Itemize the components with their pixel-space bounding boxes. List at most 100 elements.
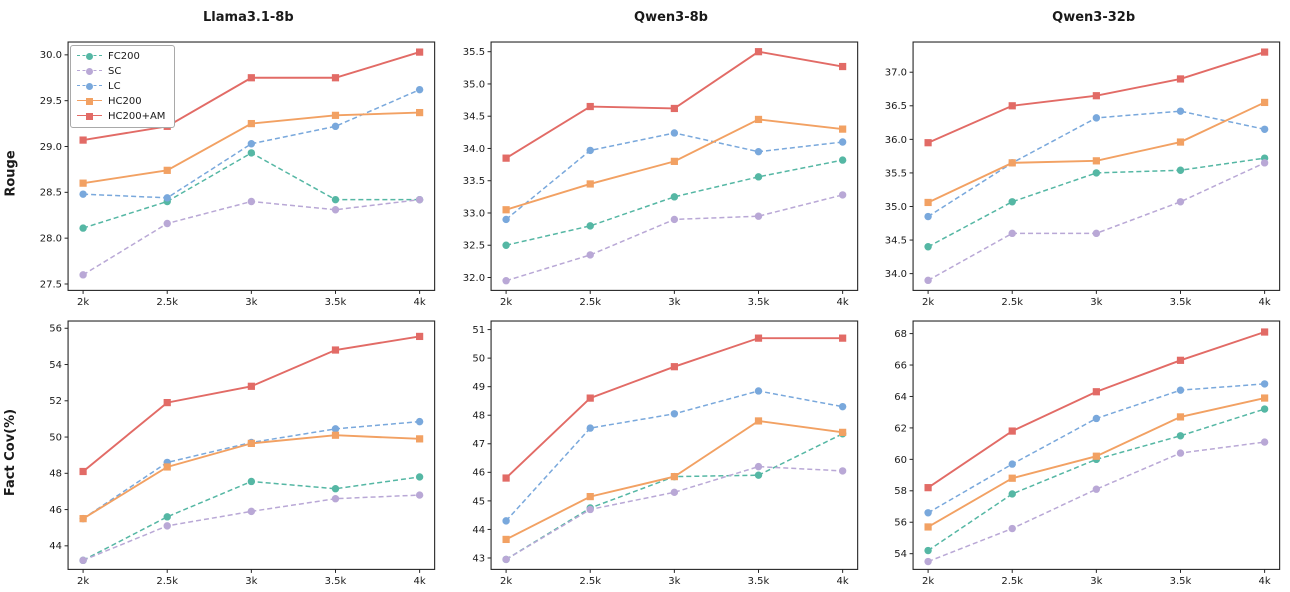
svg-text:64: 64 — [895, 392, 908, 403]
legend-item-hc200: HC200 — [77, 94, 165, 108]
svg-text:60: 60 — [895, 455, 908, 466]
svg-text:29.0: 29.0 — [40, 142, 62, 153]
svg-text:4k: 4k — [836, 297, 848, 308]
svg-text:3k: 3k — [668, 576, 680, 587]
svg-text:66: 66 — [895, 360, 908, 371]
fc200-marker-icon — [77, 51, 102, 61]
svg-text:2.5k: 2.5k — [156, 576, 178, 587]
svg-text:3.5k: 3.5k — [747, 576, 769, 587]
svg-text:56: 56 — [49, 324, 62, 335]
svg-text:36.5: 36.5 — [885, 101, 907, 112]
svg-text:58: 58 — [895, 486, 908, 497]
svg-text:33.5: 33.5 — [462, 176, 484, 187]
legend-item-hc200am: HC200+AM — [77, 109, 165, 123]
svg-text:2.5k: 2.5k — [156, 297, 178, 308]
svg-text:2k: 2k — [77, 576, 89, 587]
svg-text:4k: 4k — [836, 576, 848, 587]
svg-text:2k: 2k — [500, 576, 512, 587]
svg-text:46: 46 — [472, 468, 485, 479]
row-rouge: Rouge 27.5 28.0 28.5 29.0 29.5 30.0 2k 2.5k 3k 3.… — [0, 34, 1290, 313]
svg-text:68: 68 — [895, 329, 908, 340]
svg-text:54: 54 — [49, 360, 62, 371]
svg-text:3k: 3k — [668, 297, 680, 308]
svg-text:4k: 4k — [1259, 576, 1271, 587]
svg-text:28.0: 28.0 — [40, 234, 62, 245]
svg-text:32.0: 32.0 — [462, 273, 484, 284]
chart-qwen8b-rouge: 32.0 32.5 33.0 33.5 34.0 34.5 35.0 35.5 2k 2.5k 3k… — [462, 41, 858, 308]
svg-text:52: 52 — [49, 396, 62, 407]
svg-text:49: 49 — [472, 382, 485, 393]
chart-cell-qwen32b-rouge: 34.0 34.5 35.0 35.5 36.0 36.5 37.0 2k 2.5k 3k 3.5k… — [867, 34, 1290, 313]
svg-text:34.5: 34.5 — [462, 112, 484, 123]
chart-qwen32b-factcov: 54 56 58 60 62 64 66 68 2k 2.5k 3k 3.5k 4k — [895, 320, 1281, 587]
svg-text:2.5k: 2.5k — [579, 297, 601, 308]
svg-text:2k: 2k — [77, 297, 89, 308]
svg-text:35.5: 35.5 — [462, 47, 484, 58]
svg-text:3k: 3k — [1091, 576, 1103, 587]
chart-qwen32b-rouge: 34.0 34.5 35.0 35.5 36.0 36.5 37.0 2k 2.5k 3k 3.5k… — [885, 41, 1281, 308]
column-titles: Llama3.1-8b Qwen3-8b Qwen3-32b — [0, 0, 1290, 34]
svg-text:34.5: 34.5 — [885, 235, 907, 246]
svg-text:30.0: 30.0 — [40, 50, 62, 61]
legend-item-lc: LC — [77, 79, 165, 93]
legend-label: HC200 — [108, 95, 142, 107]
legend-item-fc200: FC200 — [77, 49, 165, 63]
svg-text:43: 43 — [472, 553, 485, 564]
chart-qwen8b-factcov: 43 44 45 46 47 48 49 50 51 2k 2.5k 3k 3.5k 4k — [472, 320, 858, 587]
chart-llama-factcov: 44 46 48 50 52 54 56 2k 2.5k 3k 3.5k 4k — [49, 320, 436, 587]
svg-text:28.5: 28.5 — [40, 188, 62, 199]
svg-text:44: 44 — [472, 525, 485, 536]
chart-cell-llama-factcov: 44 46 48 50 52 54 56 2k 2.5k 3k 3.5k 4k — [22, 313, 445, 592]
legend: FC200 SC LC HC200 HC200+AM — [70, 45, 176, 128]
column-title-qwen8b: Qwen3-8b — [634, 9, 708, 25]
svg-text:35.0: 35.0 — [462, 79, 484, 90]
svg-text:36.0: 36.0 — [885, 135, 907, 146]
svg-text:54: 54 — [895, 549, 908, 560]
svg-text:50: 50 — [49, 432, 62, 443]
svg-text:56: 56 — [895, 518, 908, 529]
svg-text:3k: 3k — [245, 297, 257, 308]
svg-text:3.5k: 3.5k — [747, 297, 769, 308]
svg-text:44: 44 — [49, 541, 62, 552]
svg-text:2k: 2k — [922, 297, 934, 308]
row-factcov: Fact Cov(%) 44 46 48 50 52 54 56 2k 2.5k 3k 3.5k 4k… — [0, 313, 1290, 592]
svg-text:33.0: 33.0 — [462, 208, 484, 219]
row-label-rouge: Rouge — [3, 150, 19, 197]
svg-text:4k: 4k — [414, 297, 426, 308]
sc-marker-icon — [77, 66, 102, 76]
chart-cell-qwen8b-factcov: 43 44 45 46 47 48 49 50 51 2k 2.5k 3k 3.5k 4k — [445, 313, 868, 592]
svg-text:47: 47 — [472, 439, 485, 450]
svg-text:4k: 4k — [414, 576, 426, 587]
row-label-factcov: Fact Cov(%) — [3, 409, 19, 497]
svg-text:2k: 2k — [500, 297, 512, 308]
chart-cell-llama-rouge: 27.5 28.0 28.5 29.0 29.5 30.0 2k 2.5k 3k 3.5k 4k F… — [22, 34, 445, 313]
svg-text:48: 48 — [472, 411, 485, 422]
legend-item-sc: SC — [77, 64, 165, 78]
svg-text:27.5: 27.5 — [40, 279, 62, 290]
column-title-llama: Llama3.1-8b — [203, 9, 294, 25]
svg-text:2.5k: 2.5k — [1002, 576, 1024, 587]
svg-text:35.5: 35.5 — [885, 168, 907, 179]
svg-text:48: 48 — [49, 469, 62, 480]
svg-text:51: 51 — [472, 325, 485, 336]
svg-text:37.0: 37.0 — [885, 68, 907, 79]
svg-text:34.0: 34.0 — [462, 144, 484, 155]
svg-text:3.5k: 3.5k — [1170, 576, 1192, 587]
chart-cell-qwen8b-rouge: 32.0 32.5 33.0 33.5 34.0 34.5 35.0 35.5 2k 2.5k 3k… — [445, 34, 868, 313]
svg-text:3.5k: 3.5k — [1170, 297, 1192, 308]
svg-text:2.5k: 2.5k — [579, 576, 601, 587]
hc200-marker-icon — [77, 96, 102, 106]
svg-text:32.5: 32.5 — [462, 241, 484, 252]
svg-text:4k: 4k — [1259, 297, 1271, 308]
svg-text:29.5: 29.5 — [40, 96, 62, 107]
legend-label: LC — [108, 80, 121, 92]
hc200am-marker-icon — [77, 111, 102, 121]
svg-text:62: 62 — [895, 423, 908, 434]
svg-text:35.0: 35.0 — [885, 202, 907, 213]
svg-text:2.5k: 2.5k — [1002, 297, 1024, 308]
legend-label: FC200 — [108, 50, 140, 62]
svg-text:34.0: 34.0 — [885, 269, 907, 280]
svg-text:45: 45 — [472, 496, 485, 507]
svg-text:3.5k: 3.5k — [325, 297, 347, 308]
